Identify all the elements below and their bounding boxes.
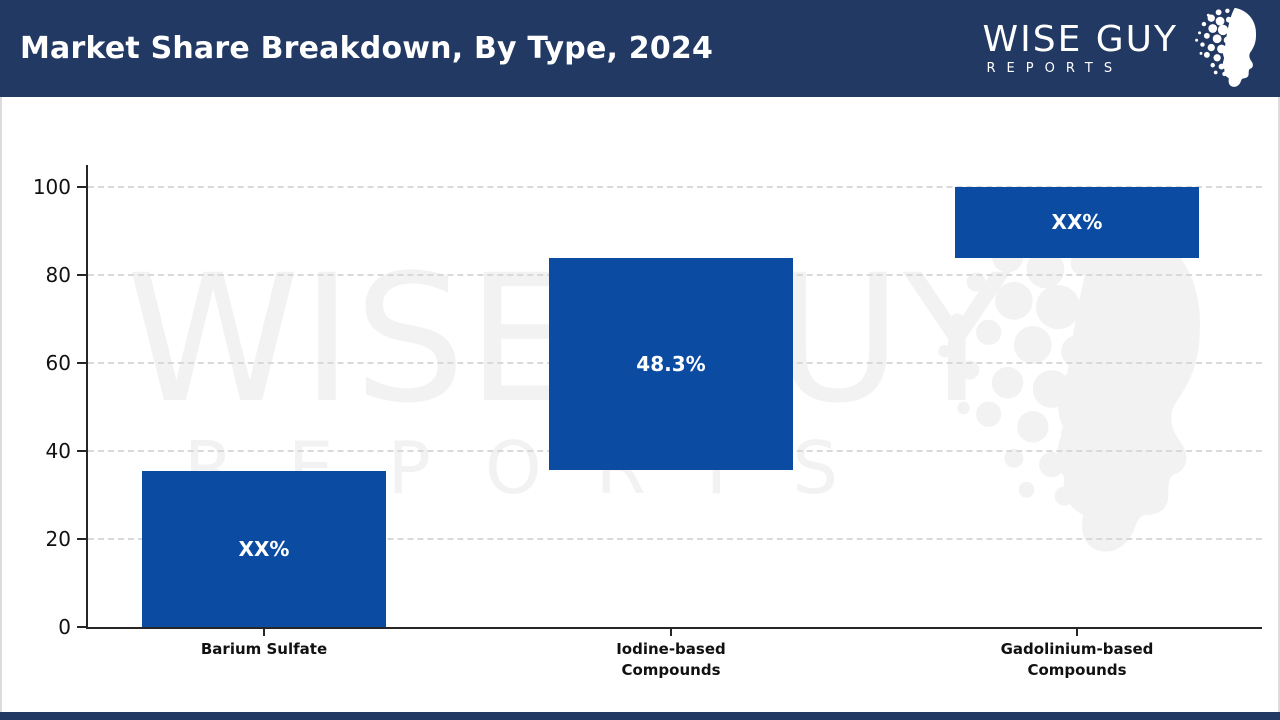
bar-value-label-1: XX% bbox=[238, 536, 290, 561]
bar-value-label-2: 48.3% bbox=[636, 352, 706, 377]
card-border-left bbox=[0, 97, 2, 714]
y-tick-20 bbox=[77, 538, 86, 540]
x-axis-spine bbox=[86, 627, 1262, 629]
x-tick-1 bbox=[263, 629, 265, 636]
gridline-20 bbox=[88, 538, 1262, 540]
logo-wordmark: WISE GUY bbox=[982, 19, 1178, 60]
y-tick-100 bbox=[77, 186, 86, 188]
y-tick-label-20: 20 bbox=[45, 527, 71, 551]
y-tick-80 bbox=[77, 274, 86, 276]
y-tick-60 bbox=[77, 362, 86, 364]
bar-1 bbox=[142, 470, 386, 627]
footer-bar bbox=[0, 712, 1280, 720]
logo-face-icon bbox=[1195, 7, 1257, 87]
x-category-label-3: Gadolinium-based Compounds bbox=[1000, 640, 1154, 679]
x-tick-2 bbox=[670, 629, 672, 636]
card-border-right bbox=[1278, 97, 1280, 714]
page-title: Market Share Breakdown, By Type, 2024 bbox=[20, 31, 714, 66]
y-tick-label-40: 40 bbox=[45, 439, 71, 463]
bar-value-label-3: XX% bbox=[1051, 210, 1103, 235]
y-tick-label-80: 80 bbox=[45, 263, 71, 287]
x-category-label-2: Iodine-based Compounds bbox=[616, 640, 726, 679]
logo-text: WISE GUY REPORTS bbox=[982, 19, 1179, 76]
y-tick-40 bbox=[77, 450, 86, 452]
header: Market Share Breakdown, By Type, 2024 WI… bbox=[0, 0, 1280, 97]
y-tick-label-0: 0 bbox=[58, 615, 71, 639]
logo-subtitle: REPORTS bbox=[986, 61, 1124, 76]
x-category-label-1: Barium Sulfate bbox=[200, 640, 328, 658]
y-tick-label-60: 60 bbox=[45, 351, 71, 375]
y-tick-label-100: 100 bbox=[32, 175, 71, 199]
logo: WISE GUY REPORTS bbox=[983, 5, 1267, 93]
bar-2 bbox=[549, 257, 793, 471]
x-tick-3 bbox=[1076, 629, 1078, 636]
gridline-100 bbox=[88, 186, 1262, 188]
y-tick-0 bbox=[77, 626, 86, 628]
y-axis-spine bbox=[86, 165, 88, 629]
